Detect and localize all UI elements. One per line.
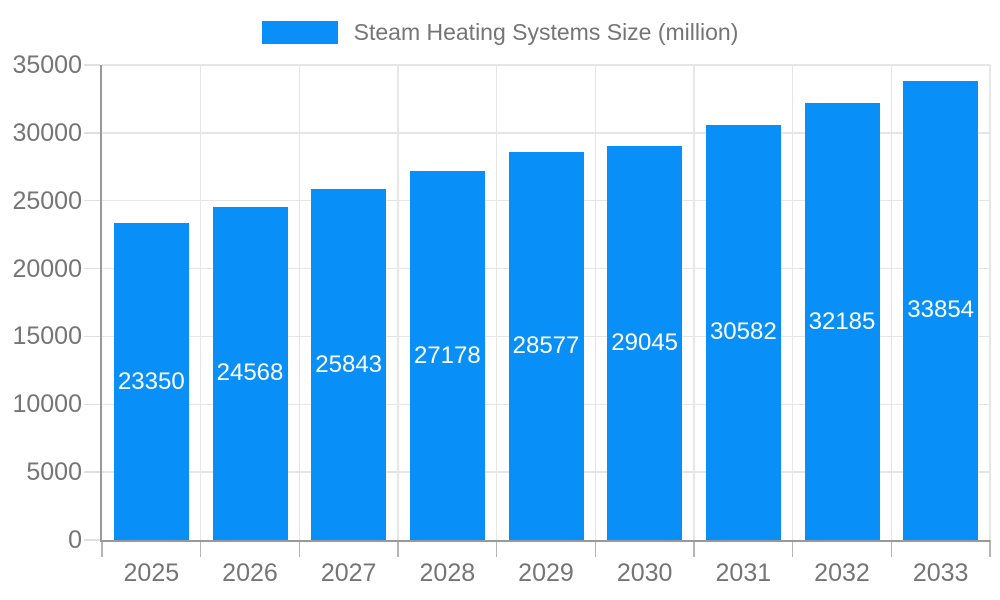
x-axis-label: 2030: [616, 559, 673, 587]
x-tick-mark: [791, 540, 794, 557]
bar-2032: 32185: [804, 103, 880, 540]
bar-value-label: 23350: [117, 367, 185, 395]
y-axis-label: 30000: [12, 118, 82, 147]
x-tick-mark: [101, 540, 103, 557]
x-gridline: [693, 65, 695, 540]
y-tick-mark: [84, 335, 100, 338]
y-axis-label: 15000: [12, 322, 82, 351]
bar-2028: 27178: [409, 171, 485, 540]
bar-2033: 33854: [903, 80, 979, 540]
x-gridline: [199, 65, 202, 540]
x-gridline: [298, 65, 301, 540]
legend-label: Steam Heating Systems Size (million): [353, 19, 739, 45]
y-tick-mark: [84, 64, 100, 66]
bar-2030: 29045: [607, 145, 683, 540]
y-axis-label: 25000: [12, 186, 82, 215]
bar-value-label: 33854: [907, 296, 975, 324]
x-gridline: [594, 65, 597, 540]
bar-value-label: 28577: [512, 332, 580, 360]
x-tick-mark: [495, 540, 498, 557]
x-axis-label: 2029: [518, 559, 574, 587]
legend-swatch-icon: [261, 21, 338, 44]
bar-value-label: 24568: [216, 359, 284, 387]
x-tick-mark: [989, 540, 991, 557]
x-axis-label: 2032: [814, 559, 870, 587]
legend[interactable]: Steam Heating Systems Size (million): [0, 19, 1000, 46]
x-gridline: [397, 65, 399, 540]
bar-value-label: 29045: [611, 328, 679, 356]
y-tick-mark: [84, 132, 100, 134]
y-tick-mark: [84, 403, 100, 406]
bar-value-label: 32185: [808, 307, 876, 335]
bar-value-label: 30582: [709, 318, 777, 346]
y-axis-label: 35000: [12, 51, 82, 79]
x-tick-mark: [298, 540, 301, 557]
y-gridline: [102, 64, 990, 66]
x-gridline: [495, 65, 498, 540]
x-axis-label: 2031: [715, 559, 772, 587]
y-tick-mark: [84, 267, 100, 270]
x-tick-mark: [594, 540, 597, 557]
x-gridline: [989, 65, 991, 540]
bar-2026: 24568: [212, 206, 288, 540]
y-tick-mark: [84, 539, 100, 541]
y-axis-label: 20000: [12, 254, 82, 283]
x-axis-label: 2026: [222, 559, 278, 587]
y-gridline: [102, 132, 990, 134]
bar-2025: 23350: [113, 223, 189, 540]
x-tick-mark: [890, 540, 893, 557]
y-tick-mark: [84, 199, 100, 202]
x-axis-label: 2027: [320, 559, 377, 587]
x-axis-label: 2025: [123, 559, 180, 587]
bar-value-label: 27178: [413, 341, 481, 369]
bar-2027: 25843: [311, 189, 387, 540]
x-tick-mark: [397, 540, 399, 557]
y-tick-mark: [84, 471, 100, 473]
x-axis-label: 2028: [419, 559, 476, 587]
x-axis-line: [100, 540, 990, 542]
y-axis-line: [100, 65, 102, 542]
x-tick-mark: [693, 540, 695, 557]
x-gridline: [890, 65, 893, 540]
bar-2029: 28577: [508, 152, 584, 540]
y-axis-label: 10000: [12, 390, 82, 419]
bar-value-label: 25843: [315, 350, 383, 378]
x-axis-label: 2033: [912, 559, 969, 587]
x-tick-mark: [199, 540, 202, 557]
x-gridline: [791, 65, 794, 540]
y-axis-label: 5000: [26, 458, 82, 487]
y-axis-label: 0: [68, 526, 82, 554]
bar-2031: 30582: [705, 124, 781, 540]
